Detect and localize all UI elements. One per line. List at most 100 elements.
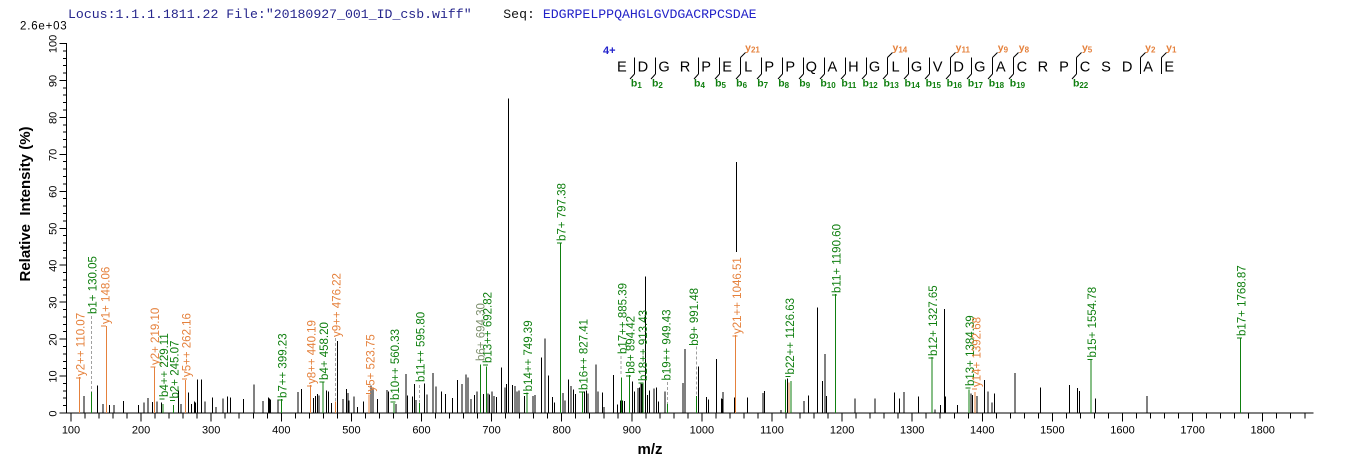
svg-text:H: H	[848, 59, 859, 75]
svg-text:b11: b11	[841, 78, 856, 91]
svg-text:D: D	[1122, 59, 1133, 75]
svg-text:y1+ 148.06: y1+ 148.06	[100, 267, 112, 324]
svg-text:b17+ 1768.87: b17+ 1768.87	[1237, 265, 1249, 336]
svg-text:Relative Intensity (%): Relative Intensity (%)	[17, 126, 34, 281]
svg-text:b14: b14	[905, 78, 921, 91]
svg-text:b11+ 1190.60: b11+ 1190.60	[832, 224, 844, 293]
svg-text:1700: 1700	[1180, 425, 1204, 437]
svg-text:50: 50	[48, 223, 60, 235]
svg-text:b1: b1	[631, 78, 642, 91]
svg-text:C: C	[1080, 59, 1091, 75]
svg-text:y1: y1	[1166, 42, 1177, 55]
svg-text:b19++ 949.43: b19++ 949.43	[662, 310, 674, 381]
svg-text:y14: y14	[893, 42, 908, 55]
svg-text:y2+ 219.10: y2+ 219.10	[150, 308, 162, 365]
svg-text:E: E	[617, 59, 627, 75]
svg-text:C: C	[1017, 59, 1028, 75]
svg-text:y8: y8	[1019, 42, 1030, 55]
svg-text:A: A	[828, 59, 838, 75]
svg-text:Q: Q	[806, 59, 817, 75]
svg-text:1800: 1800	[1250, 425, 1274, 437]
svg-text:b18: b18	[989, 78, 1005, 91]
svg-text:b18++ 913.43: b18++ 913.43	[638, 310, 650, 381]
svg-text:2.6e+03: 2.6e+03	[20, 21, 68, 33]
svg-text:60: 60	[48, 186, 60, 198]
svg-text:800: 800	[553, 425, 571, 437]
svg-text:A: A	[1143, 59, 1153, 75]
svg-text:200: 200	[132, 425, 150, 437]
svg-text:900: 900	[623, 425, 641, 437]
svg-text:500: 500	[342, 425, 360, 437]
svg-text:y8++ 440.19: y8++ 440.19	[307, 320, 319, 384]
svg-text:b7++ 399.23: b7++ 399.23	[277, 333, 289, 398]
svg-text:V: V	[933, 59, 943, 75]
svg-text:R: R	[1038, 59, 1049, 75]
svg-text:700: 700	[482, 425, 500, 437]
svg-text:G: G	[869, 59, 880, 75]
svg-text:D: D	[953, 59, 964, 75]
svg-text:1400: 1400	[970, 425, 994, 437]
svg-text:400: 400	[272, 425, 290, 437]
svg-text:b17++ 885.39: b17++ 885.39	[617, 283, 629, 354]
svg-text:1100: 1100	[760, 425, 784, 437]
svg-text:10: 10	[48, 370, 60, 382]
svg-text:b4: b4	[694, 78, 705, 91]
svg-text:L: L	[891, 59, 899, 75]
svg-text:y9: y9	[998, 42, 1009, 55]
svg-text:b16: b16	[947, 78, 963, 91]
svg-text:y21: y21	[745, 42, 760, 55]
svg-text:y2: y2	[1145, 42, 1156, 55]
svg-text:b17: b17	[968, 78, 984, 91]
svg-text:E: E	[1164, 59, 1174, 75]
svg-text:y5: y5	[1082, 42, 1093, 55]
svg-text:20: 20	[48, 333, 60, 345]
svg-text:b2: b2	[652, 78, 663, 91]
svg-text:b15: b15	[926, 78, 942, 91]
svg-text:b10: b10	[820, 78, 836, 91]
svg-text:b13: b13	[884, 78, 900, 91]
svg-text:P: P	[1059, 59, 1069, 75]
svg-text:1000: 1000	[690, 425, 714, 437]
svg-text:S: S	[1101, 59, 1111, 75]
svg-text:1300: 1300	[900, 425, 924, 437]
svg-text:R: R	[680, 59, 691, 75]
svg-text:m/z: m/z	[637, 441, 662, 458]
svg-text:D: D	[638, 59, 649, 75]
svg-text:b19: b19	[1010, 78, 1026, 91]
svg-text:b6: b6	[736, 78, 747, 91]
svg-text:G: G	[658, 59, 669, 75]
svg-text:90: 90	[48, 75, 60, 87]
svg-text:P: P	[764, 59, 774, 75]
svg-text:b4+ 458.20: b4+ 458.20	[319, 322, 331, 380]
svg-text:b8+ 894.42: b8+ 894.42	[625, 316, 637, 374]
svg-text:600: 600	[412, 425, 430, 437]
svg-text:300: 300	[202, 425, 220, 437]
svg-text:b22++ 1126.63: b22++ 1126.63	[785, 298, 797, 375]
svg-text:1200: 1200	[830, 425, 854, 437]
svg-text:b13++ 692.82: b13++ 692.82	[482, 292, 494, 363]
svg-text:b22: b22	[1073, 78, 1089, 91]
svg-text:G: G	[974, 59, 985, 75]
svg-text:b5: b5	[715, 78, 726, 91]
svg-text:b9: b9	[799, 78, 810, 91]
svg-text:1500: 1500	[1040, 425, 1064, 437]
svg-text:b16++ 827.41: b16++ 827.41	[579, 319, 591, 390]
svg-text:b12: b12	[862, 78, 878, 91]
svg-text:80: 80	[48, 112, 60, 124]
svg-text:P: P	[785, 59, 795, 75]
svg-text:y5++ 262.16: y5++ 262.16	[181, 313, 193, 377]
svg-text:E: E	[722, 59, 732, 75]
svg-text:1600: 1600	[1110, 425, 1134, 437]
svg-text:b9+ 991.48: b9+ 991.48	[689, 288, 701, 346]
svg-text:b13+ 1384.39: b13+ 1384.39	[965, 315, 977, 386]
svg-text:b14++ 749.39: b14++ 749.39	[523, 320, 535, 391]
svg-text:Locus:1.1.1.1811.22 File:"2018: Locus:1.1.1.1811.22 File:"20180927_001_I…	[68, 7, 757, 22]
svg-text:b12+ 1327.65: b12+ 1327.65	[928, 285, 940, 356]
svg-text:30: 30	[48, 297, 60, 309]
svg-text:b1+ 130.05: b1+ 130.05	[88, 256, 100, 314]
svg-text:b7: b7	[757, 78, 768, 91]
svg-text:y14+ 1392.68: y14+ 1392.68	[971, 317, 983, 387]
svg-text:y11: y11	[956, 42, 971, 55]
svg-text:b15+ 1554.78: b15+ 1554.78	[1087, 287, 1099, 358]
svg-text:4+: 4+	[603, 45, 616, 57]
